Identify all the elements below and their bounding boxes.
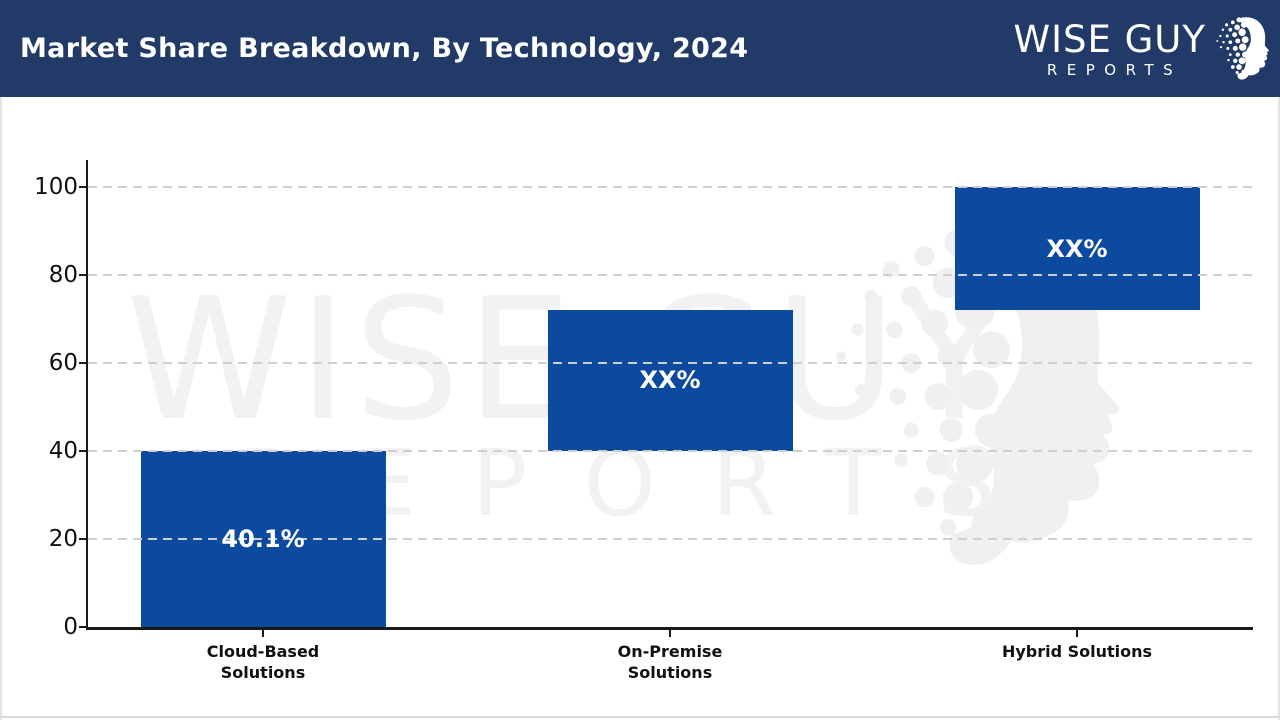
bottom-border: [0, 716, 1280, 718]
bar-chart-plot-area: 0 20 40 60 80 100 40.1% Cloud-Based Solutions XX%…: [0, 97, 1280, 720]
y-tick-label: 20: [48, 526, 78, 552]
gridline-80: [88, 274, 1253, 276]
y-tick-label: 80: [48, 262, 78, 288]
right-border: [1278, 97, 1280, 720]
bar-value-label: XX%: [639, 366, 701, 395]
bar-value-label: XX%: [1046, 234, 1108, 263]
y-tick-label: 0: [63, 614, 78, 640]
brand-logo: WISE GUY REPORTS: [1014, 4, 1270, 94]
page-title: Market Share Breakdown, By Technology, 2…: [20, 33, 749, 64]
y-tick-mark: [79, 626, 88, 628]
gridline-20: [88, 538, 1253, 540]
x-tick-mark: [262, 629, 264, 637]
wiseguy-face-icon: [1208, 9, 1270, 89]
brand-subtitle: REPORTS: [1046, 60, 1183, 79]
x-category-label: Cloud-Based Solutions: [206, 642, 320, 682]
brand-logo-text: WISE GUY REPORTS: [1013, 17, 1206, 79]
y-tick-mark: [79, 450, 88, 452]
bar-hybrid-solutions: [954, 187, 1200, 311]
y-tick-mark: [79, 186, 88, 188]
y-tick-label: 60: [48, 350, 78, 376]
x-axis-line: [86, 627, 1253, 630]
brand-name: WISE GUY: [1013, 17, 1206, 61]
bar-value-label: 40.1%: [221, 524, 305, 553]
y-tick-label: 100: [34, 174, 78, 200]
y-tick-mark: [79, 538, 88, 540]
y-axis-line: [86, 160, 88, 629]
gridline-60: [88, 362, 1253, 364]
x-category-label: Hybrid Solutions: [1001, 642, 1153, 661]
gridline-40: [88, 450, 1253, 452]
x-category-label: On-Premise Solutions: [617, 642, 723, 682]
x-tick-mark: [669, 629, 671, 637]
gridline-100: [88, 186, 1253, 188]
bar-on-premise-solutions: [547, 310, 793, 451]
y-tick-mark: [79, 274, 88, 276]
header-bar: Market Share Breakdown, By Technology, 2…: [0, 0, 1280, 97]
y-tick-mark: [79, 362, 88, 364]
x-tick-mark: [1076, 629, 1078, 637]
left-border: [0, 97, 2, 720]
y-tick-label: 40: [48, 438, 78, 464]
